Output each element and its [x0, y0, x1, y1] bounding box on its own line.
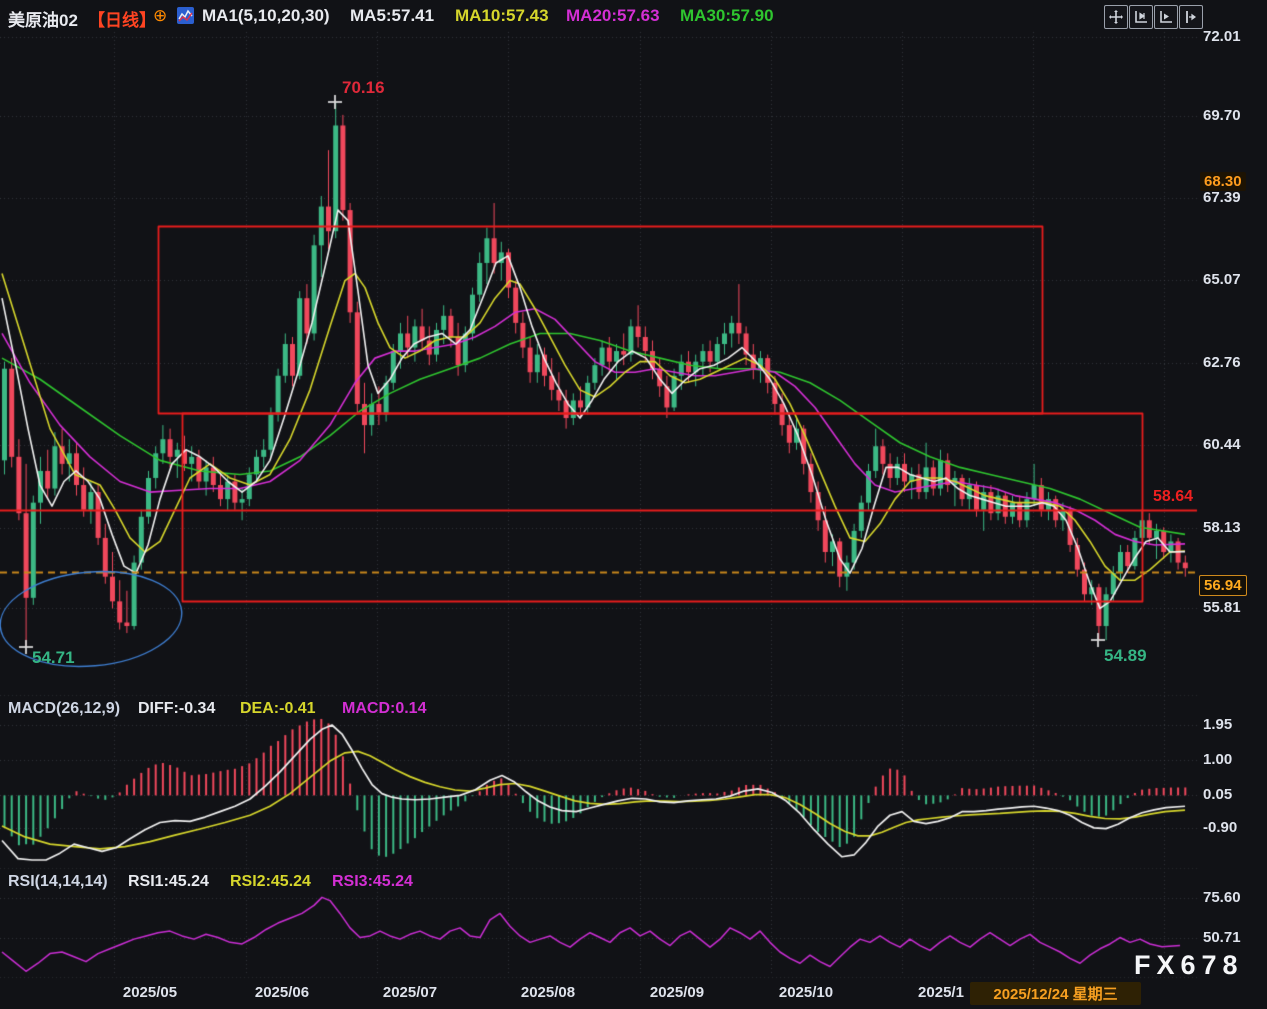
macd-tick--0.90: -0.90: [1203, 819, 1238, 836]
scale-back-button[interactable]: [1129, 5, 1153, 29]
scale-play-button[interactable]: [1154, 5, 1178, 29]
peak-price-label: 70.16: [342, 78, 385, 97]
scale-forward-button[interactable]: [1179, 5, 1203, 29]
ma10-value: MA10:57.43: [455, 6, 549, 25]
low-price-label-left: 54.71: [32, 648, 75, 667]
price-tick-65.07: 65.07: [1203, 271, 1241, 288]
ma30-value: MA30:57.90: [680, 6, 774, 25]
resistance-level-label: 58.64: [1153, 488, 1194, 505]
rsi-indicator-label[interactable]: RSI(14,14,14): [8, 873, 108, 890]
price-tick-67.39: 67.39: [1203, 189, 1241, 206]
period-label[interactable]: 【日线】: [88, 11, 156, 30]
time-axis-label-2025-06: 2025/06: [254, 984, 310, 1001]
axis-play-icon: [1160, 11, 1172, 23]
macd-diff-value: DIFF:-0.34: [138, 700, 216, 717]
crosshair-tool-button[interactable]: [1104, 5, 1128, 29]
price-tick-72.01: 72.01: [1203, 28, 1241, 45]
time-axis-label-2025-10: 2025/10: [778, 984, 834, 1001]
macd-tick-1.00: 1.00: [1203, 751, 1233, 768]
rsi-tick-75.60: 75.60: [1203, 889, 1241, 906]
add-indicator-icon[interactable]: ⊕: [153, 6, 168, 25]
ma5-value: MA5:57.41: [350, 6, 435, 25]
bar-arrow-right-icon: [1186, 11, 1197, 23]
time-axis-label-2025-05: 2025/05: [122, 984, 178, 1001]
low-price-label-right: 54.89: [1104, 646, 1147, 665]
current-date-badge: 2025/12/24 星期三: [970, 982, 1141, 1005]
macd-indicator-label[interactable]: MACD(26,12,9): [8, 700, 121, 717]
chart-type-icon[interactable]: [177, 7, 194, 29]
axis-back-icon: [1135, 11, 1147, 23]
watermark: FX678: [1134, 950, 1244, 980]
rsi3-value: RSI3:45.24: [332, 873, 413, 890]
price-tick-58.13: 58.13: [1203, 519, 1241, 536]
macd-dea-value: DEA:-0.41: [240, 700, 316, 717]
last-price-badge: 56.94: [1199, 575, 1247, 596]
macd-tick-1.95: 1.95: [1203, 716, 1233, 733]
price-level-badge: 68.30: [1200, 172, 1246, 191]
macd-tick-0.05: 0.05: [1203, 786, 1233, 803]
price-tick-62.76: 62.76: [1203, 354, 1241, 371]
rsi2-value: RSI2:45.24: [230, 873, 311, 890]
price-tick-69.70: 69.70: [1203, 107, 1241, 124]
time-axis-label-2025-08: 2025/08: [520, 984, 576, 1001]
time-axis-label-2025-07: 2025/07: [382, 984, 438, 1001]
ma20-value: MA20:57.63: [566, 6, 660, 25]
crosshair-icon: [1109, 10, 1123, 24]
rsi1-value: RSI1:45.24: [128, 873, 209, 890]
ma-group-label: MA1(5,10,20,30): [202, 6, 330, 25]
time-axis-label-2025-09: 2025/09: [649, 984, 705, 1001]
price-tick-55.81: 55.81: [1203, 599, 1241, 616]
macd-value: MACD:0.14: [342, 700, 427, 717]
time-axis-label-partial: 2025/1: [918, 984, 964, 1001]
price-tick-60.44: 60.44: [1203, 436, 1241, 453]
symbol-title: 美原油02: [8, 11, 78, 30]
rsi-tick-50.71: 50.71: [1203, 929, 1241, 946]
